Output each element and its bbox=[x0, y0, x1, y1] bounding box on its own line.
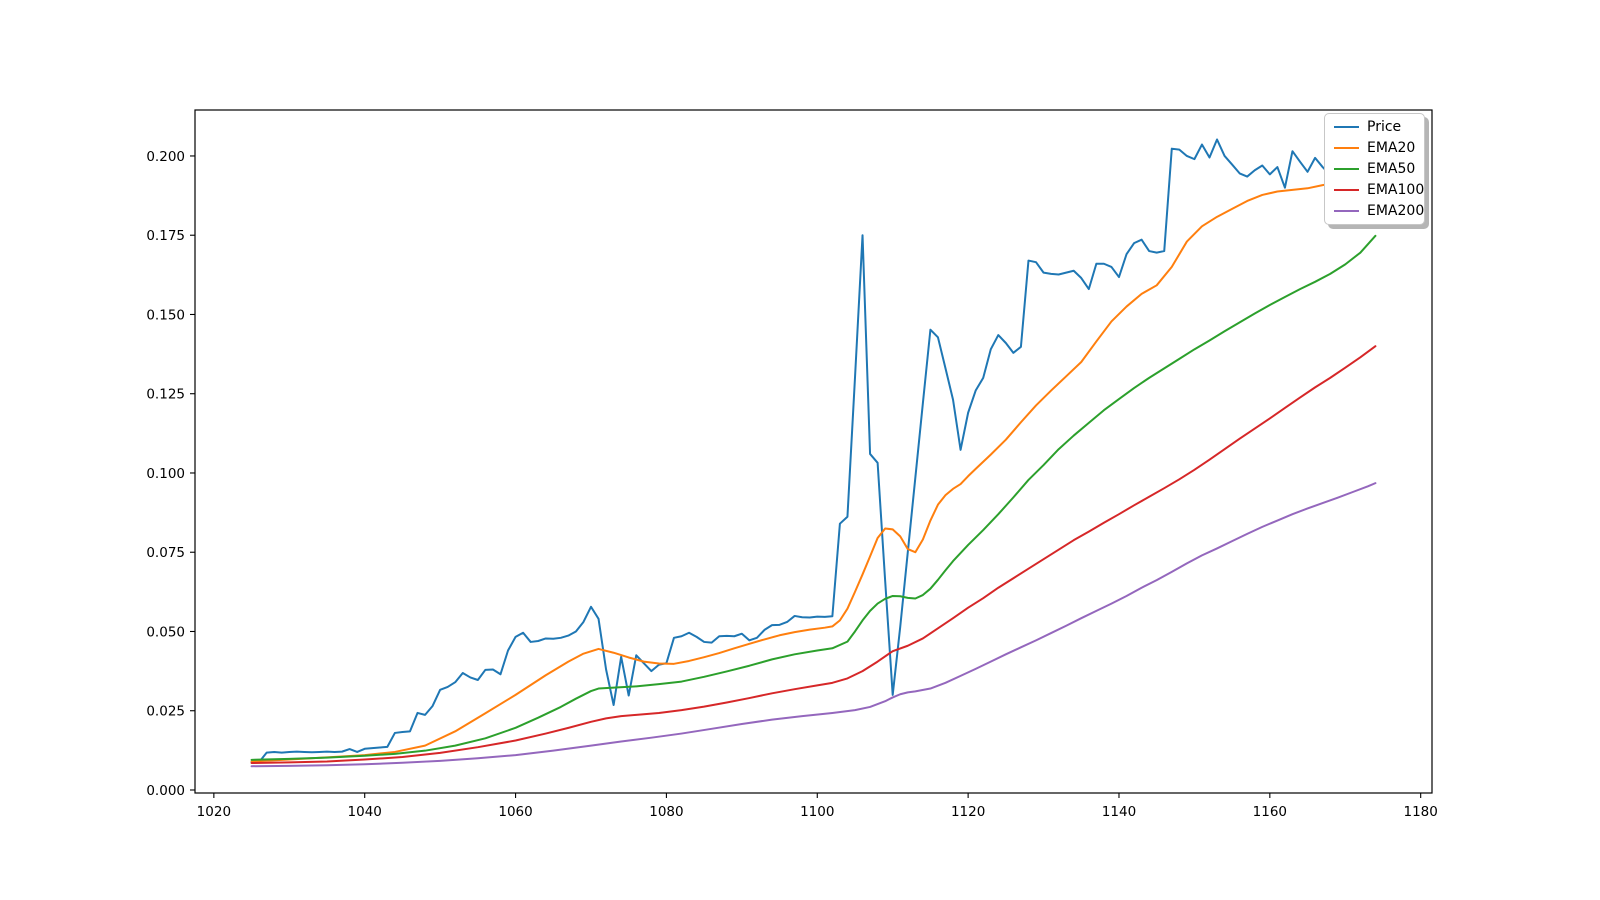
y-tick-label: 0.000 bbox=[146, 783, 185, 799]
x-tick-label: 1020 bbox=[197, 804, 231, 820]
series-line-price bbox=[250, 138, 1377, 764]
axis-ticks: 1020 1040 1060 1080 1100 1120 1140 1160 1180 0.00… bbox=[146, 149, 1438, 820]
y-tick-label: 0.100 bbox=[146, 466, 185, 482]
series-line-ema20 bbox=[250, 176, 1377, 763]
x-tick-label: 1080 bbox=[649, 804, 683, 820]
x-tick-label: 1180 bbox=[1404, 804, 1438, 820]
legend-label: Price bbox=[1367, 119, 1402, 136]
y-tick-label: 0.175 bbox=[146, 228, 185, 244]
legend-entry-ema20: EMA20 bbox=[1325, 138, 1424, 159]
legend-entry-price: Price bbox=[1325, 117, 1424, 138]
y-tick-label: 0.050 bbox=[146, 624, 185, 640]
y-tick-label: 0.025 bbox=[146, 704, 185, 720]
legend: Price EMA20 EMA50 EMA100 EMA200 bbox=[1324, 113, 1425, 225]
plot-border bbox=[194, 109, 1433, 794]
y-tick-label: 0.150 bbox=[146, 307, 185, 323]
legend-line-sample-ema200 bbox=[1334, 209, 1359, 212]
legend-label: EMA20 bbox=[1367, 140, 1416, 157]
y-tick-label: 0.200 bbox=[146, 149, 185, 165]
x-tick-label: 1040 bbox=[348, 804, 382, 820]
series-line-ema200 bbox=[250, 482, 1377, 768]
y-tick-label: 0.075 bbox=[146, 545, 185, 561]
legend-line-sample-ema50 bbox=[1334, 167, 1359, 170]
legend-entry-ema50: EMA50 bbox=[1325, 159, 1424, 180]
x-tick-label: 1140 bbox=[1102, 804, 1136, 820]
x-tick-label: 1160 bbox=[1253, 804, 1287, 820]
legend-entry-ema200: EMA200 bbox=[1325, 200, 1424, 221]
x-tick-label: 1120 bbox=[951, 804, 985, 820]
plot-lines bbox=[250, 138, 1377, 768]
legend-line-sample-ema20 bbox=[1334, 147, 1359, 150]
x-tick-label: 1060 bbox=[498, 804, 532, 820]
legend-label: EMA50 bbox=[1367, 160, 1416, 177]
legend-label: EMA100 bbox=[1367, 181, 1425, 198]
y-tick-label: 0.125 bbox=[146, 387, 185, 403]
legend-label: EMA200 bbox=[1367, 202, 1425, 219]
x-tick-label: 1100 bbox=[800, 804, 834, 820]
series-line-ema50 bbox=[250, 234, 1377, 761]
legend-entry-ema100: EMA100 bbox=[1325, 179, 1424, 200]
series-line-ema100 bbox=[250, 345, 1377, 765]
legend-line-sample-price bbox=[1334, 126, 1359, 129]
legend-line-sample-ema100 bbox=[1334, 188, 1359, 191]
